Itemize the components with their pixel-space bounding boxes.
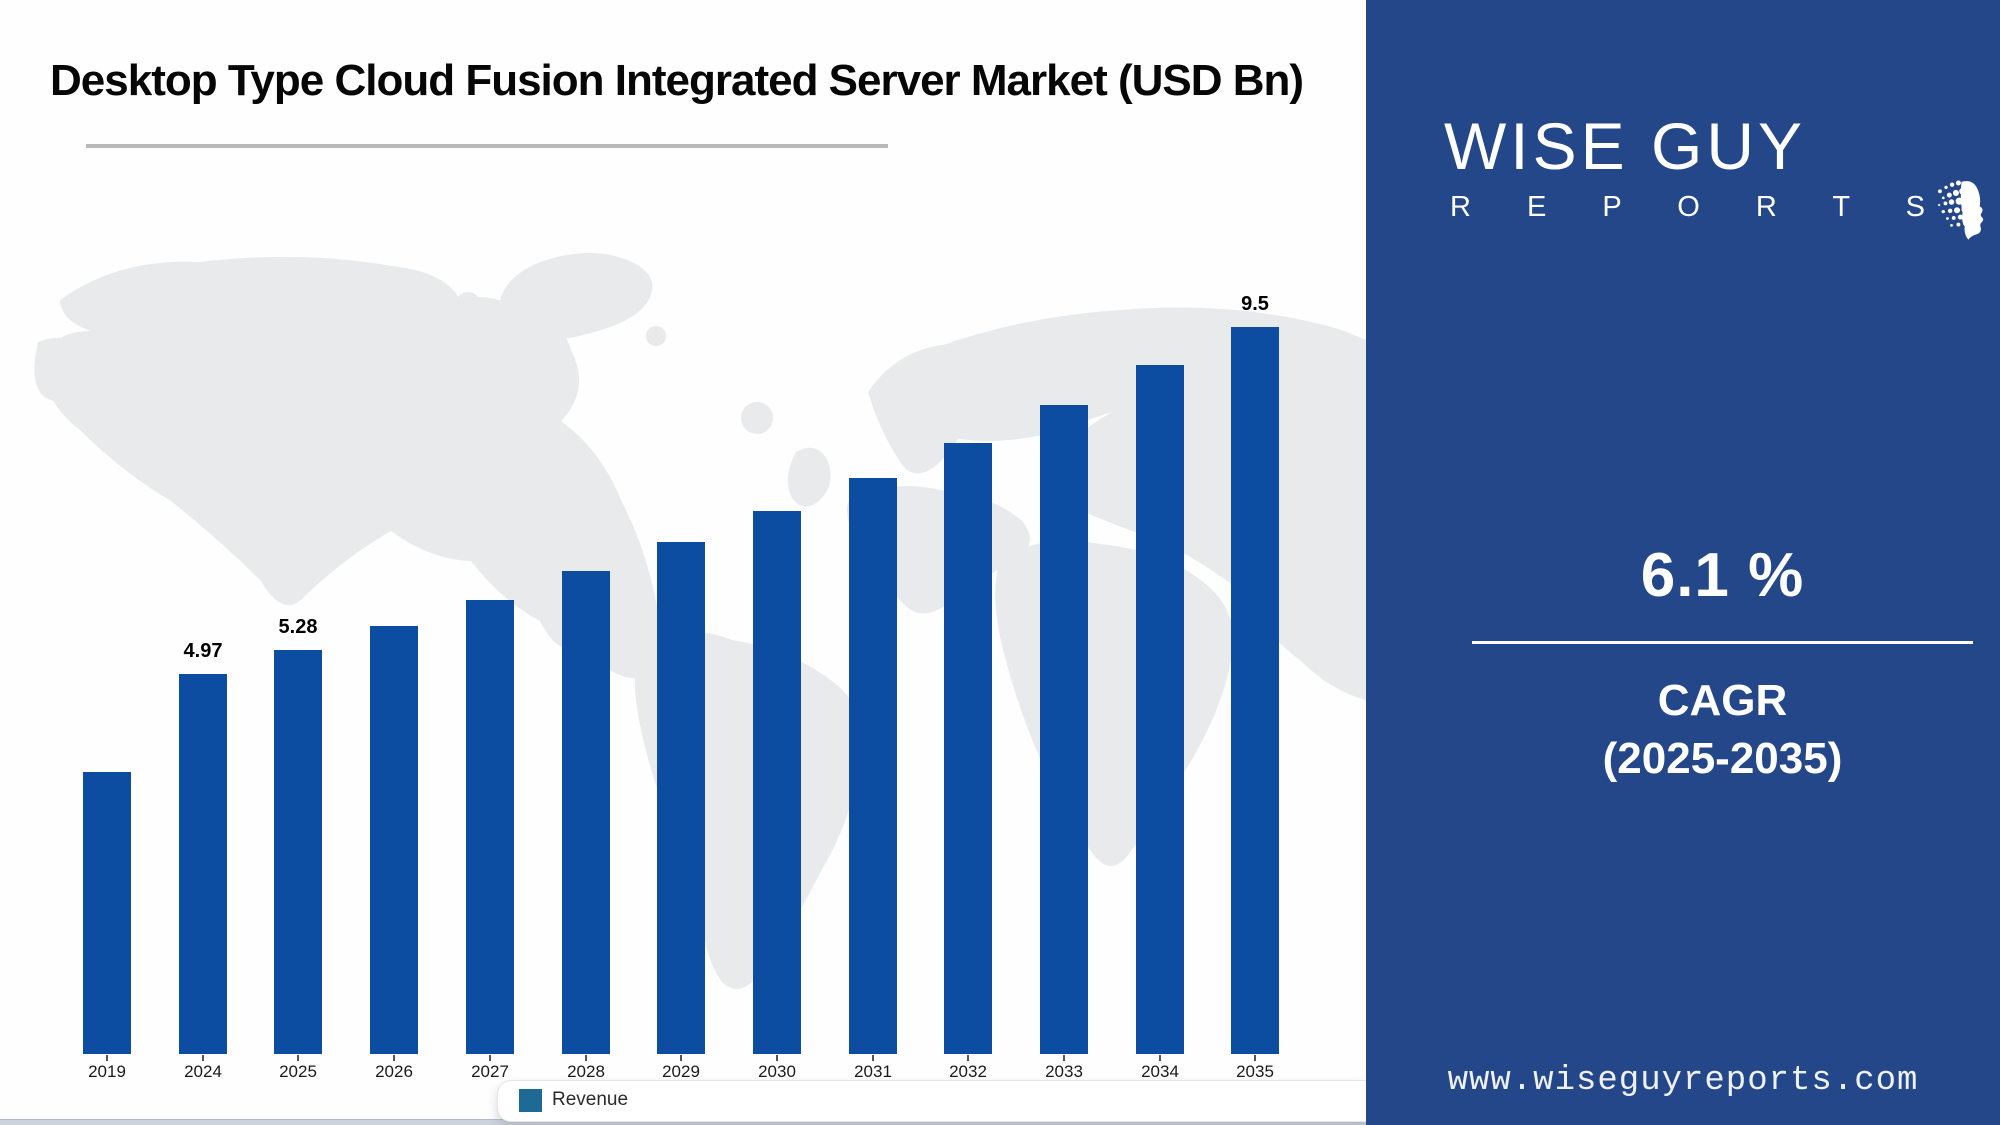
x-axis-label-2033: 2033 — [1045, 1062, 1083, 1081]
x-axis-label-2031: 2031 — [854, 1062, 892, 1081]
bar-2025 — [274, 650, 322, 1054]
x-axis-label-2035: 2035 — [1236, 1062, 1274, 1081]
x-axis-tick — [106, 1055, 108, 1061]
logo-subtitle: R E P O R T S — [1450, 191, 1949, 224]
x-axis-tick — [489, 1055, 491, 1061]
legend: Revenue — [519, 1080, 628, 1120]
bar-2035 — [1231, 327, 1279, 1054]
x-axis-tick — [872, 1055, 874, 1061]
x-axis-label-2024: 2024 — [184, 1062, 222, 1081]
wise-guy-reports-logo: WISE GUY R E P O R T S — [1444, 100, 1984, 320]
x-axis-tick — [393, 1055, 395, 1061]
cagr-block: 6.1 % CAGR (2025-2035) — [1472, 540, 1973, 784]
x-axis-label-2032: 2032 — [949, 1062, 987, 1081]
bar-2027 — [466, 600, 514, 1054]
bar-2033 — [1040, 405, 1088, 1054]
legend-panel — [497, 1080, 1367, 1122]
x-axis-label-2026: 2026 — [375, 1062, 413, 1081]
bar-2028 — [562, 571, 610, 1054]
bar-2019 — [83, 772, 131, 1054]
x-axis-label-2025: 2025 — [279, 1062, 317, 1081]
cagr-value: 6.1 % — [1640, 541, 1805, 610]
bar-2030 — [753, 511, 801, 1054]
legend-swatch-revenue — [519, 1088, 542, 1112]
title-underline — [86, 144, 888, 148]
bar-2034 — [1136, 365, 1184, 1054]
bar-value-label-2024: 4.97 — [183, 640, 223, 662]
cagr-label: CAGR — [1657, 676, 1788, 725]
x-axis-tick — [680, 1055, 682, 1061]
x-axis-label-2030: 2030 — [758, 1062, 796, 1081]
bar-chart: 2019 4.97 2024 5.28 2025 2026 2027 2028 2029 2030… — [83, 293, 1279, 1081]
x-axis-tick — [585, 1055, 587, 1061]
x-axis-tick — [297, 1055, 299, 1061]
page-title: Desktop Type Cloud Fusion Integrated Ser… — [50, 56, 1304, 105]
bar-2024 — [179, 674, 227, 1054]
x-axis-tick — [1063, 1055, 1065, 1061]
x-axis-label-2019: 2019 — [88, 1062, 126, 1081]
sidebar: WISE GUY R E P O R T S — [1366, 0, 2000, 1125]
x-axis-tick — [1159, 1055, 1161, 1061]
bar-2029 — [657, 542, 705, 1054]
logo-wordmark: WISE GUY — [1444, 109, 1807, 183]
bar-2026 — [370, 626, 418, 1054]
cagr-divider — [1472, 641, 1973, 644]
x-axis-tick — [776, 1055, 778, 1061]
x-axis-tick — [967, 1055, 969, 1061]
bar-value-label-2035: 9.5 — [1241, 293, 1269, 315]
x-axis-tick — [1254, 1055, 1256, 1061]
legend-label: Revenue — [552, 1089, 629, 1110]
bar-value-label-2025: 5.28 — [278, 616, 318, 638]
bar-2031 — [849, 478, 897, 1054]
x-axis-label-2027: 2027 — [471, 1062, 509, 1081]
bar-2032 — [944, 443, 992, 1054]
x-axis-label-2034: 2034 — [1141, 1062, 1179, 1081]
x-axis-label-2028: 2028 — [567, 1062, 605, 1081]
dotted-head-icon — [1937, 180, 1984, 240]
x-axis-tick — [202, 1055, 204, 1061]
website-url: www.wiseguyreports.com — [1447, 1062, 1919, 1100]
x-axis-label-2029: 2029 — [662, 1062, 700, 1081]
cagr-period: (2025-2035) — [1602, 734, 1843, 783]
